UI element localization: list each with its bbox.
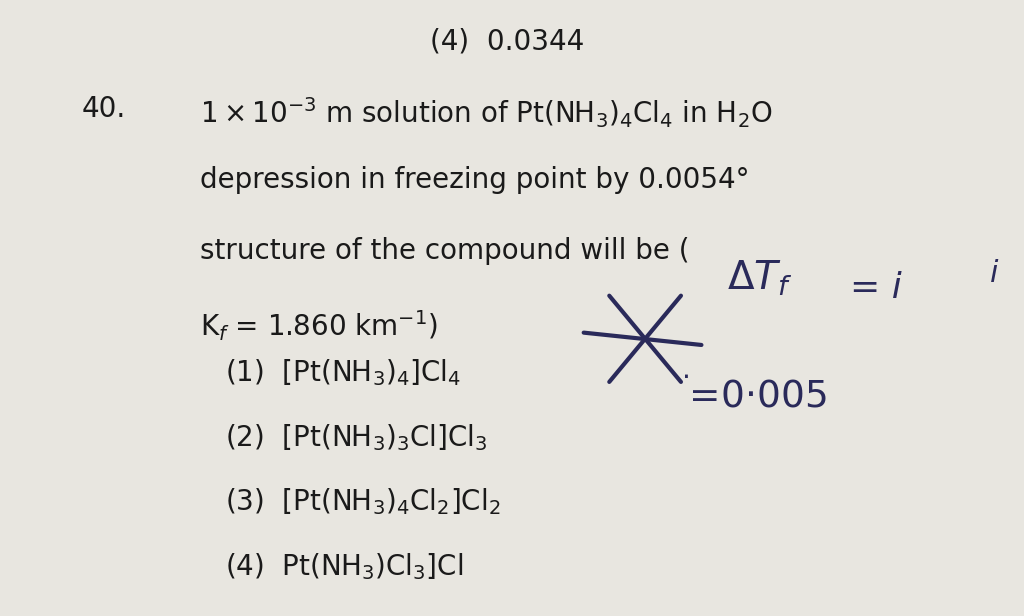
- Text: = i: = i: [850, 271, 902, 305]
- Text: (3)  [Pt(NH$_3$)$_4$Cl$_2$]Cl$_2$: (3) [Pt(NH$_3$)$_4$Cl$_2$]Cl$_2$: [225, 487, 501, 517]
- Text: i: i: [990, 259, 998, 288]
- Text: structure of the compound will be (: structure of the compound will be (: [200, 237, 689, 265]
- Text: $= \!0{\cdot}005$: $= \!0{\cdot}005$: [681, 379, 827, 415]
- Text: (4)  Pt(NH$_3$)Cl$_3$]Cl: (4) Pt(NH$_3$)Cl$_3$]Cl: [225, 551, 464, 582]
- Text: $1 \times 10^{-3}$ m solution of Pt(NH$_3$)$_4$Cl$_4$ in H$_2$O: $1 \times 10^{-3}$ m solution of Pt(NH$_…: [200, 95, 772, 130]
- Text: (1)  [Pt(NH$_3$)$_4$]Cl$_4$: (1) [Pt(NH$_3$)$_4$]Cl$_4$: [225, 357, 462, 388]
- Text: depression in freezing point by 0.0054°: depression in freezing point by 0.0054°: [200, 166, 750, 194]
- Text: $\cdot$: $\cdot$: [681, 363, 689, 391]
- Text: 40.: 40.: [82, 95, 126, 123]
- Text: $\Delta T_f$: $\Delta T_f$: [727, 259, 793, 298]
- Text: (4)  0.0344: (4) 0.0344: [430, 28, 585, 55]
- Text: K$_f$ = 1.860 km$^{-1}$): K$_f$ = 1.860 km$^{-1}$): [200, 308, 437, 342]
- Text: (2)  [Pt(NH$_3$)$_3$Cl]Cl$_3$: (2) [Pt(NH$_3$)$_3$Cl]Cl$_3$: [225, 422, 488, 453]
